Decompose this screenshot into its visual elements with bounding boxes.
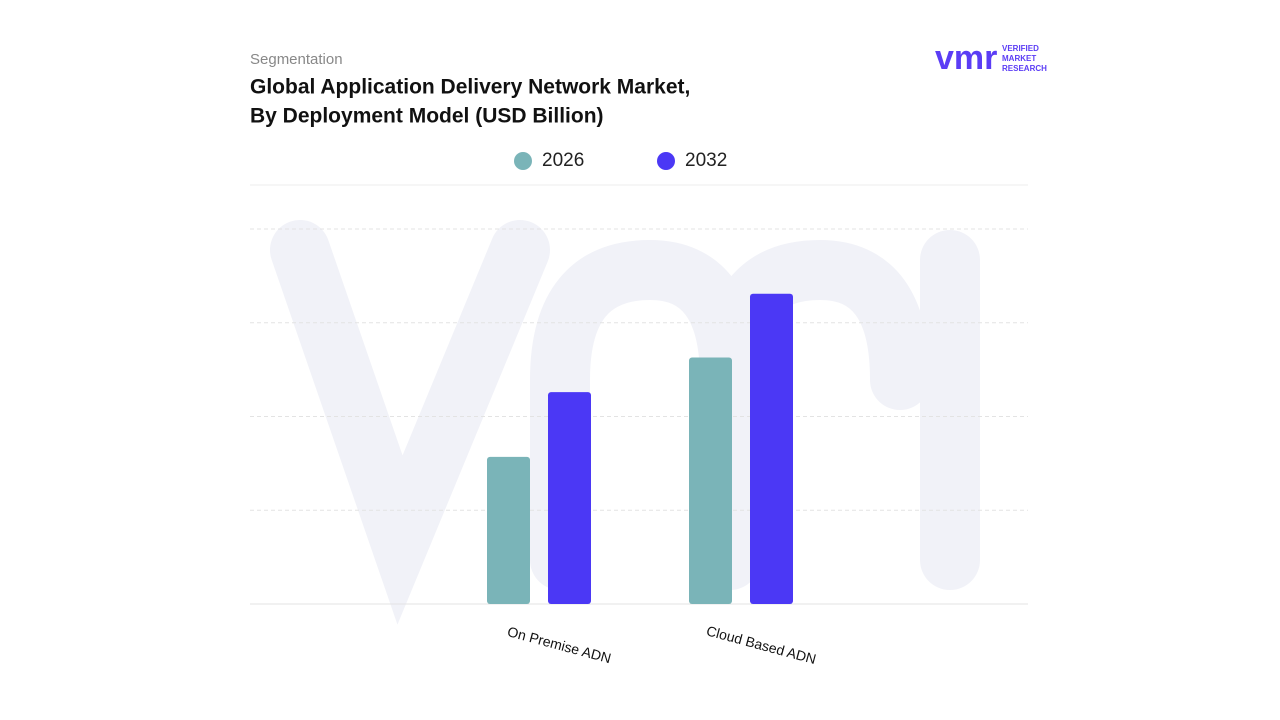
legend-marker [657, 152, 675, 170]
watermark [270, 220, 980, 625]
logo-text: MARKET [1002, 54, 1036, 63]
x-tick-label: On Premise ADN [506, 623, 613, 666]
logo-mark: vmr [935, 39, 997, 77]
legend-label: 2032 [685, 150, 727, 171]
legend-marker [514, 152, 532, 170]
bar [689, 357, 732, 604]
bar [548, 392, 591, 604]
chart-subtitle: Segmentation [250, 51, 343, 68]
x-tick-label: Cloud Based ADN [705, 622, 818, 667]
logo-text: RESEARCH [1002, 64, 1047, 73]
chart-title: Global Application Delivery Network Mark… [250, 76, 690, 99]
legend-label: 2026 [542, 150, 584, 171]
chart-title: By Deployment Model (USD Billion) [250, 105, 604, 128]
bar [487, 456, 530, 604]
logo-text: VERIFIED [1002, 44, 1039, 53]
bar [750, 293, 793, 604]
